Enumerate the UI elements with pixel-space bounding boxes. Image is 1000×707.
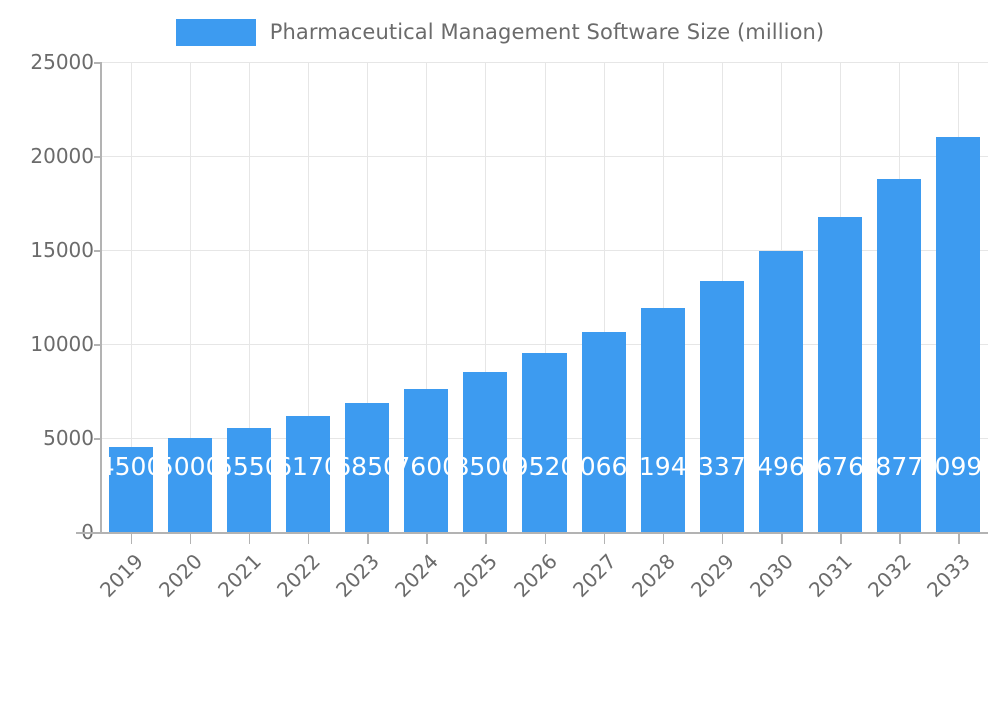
bar-fill	[522, 353, 567, 532]
bar[interactable]: 20990	[936, 137, 981, 532]
gridline-vertical	[426, 62, 428, 532]
x-axis-tick-mark	[781, 532, 783, 544]
bar[interactable]: 4500	[108, 447, 153, 532]
x-axis-tick-mark	[130, 532, 133, 544]
bar-fill	[167, 438, 212, 532]
bar-fill	[759, 250, 804, 532]
bar-chart: Pharmaceutical Management Software Size …	[0, 0, 1000, 602]
bar[interactable]: 8500	[463, 372, 508, 532]
y-axis-spine	[100, 62, 102, 533]
bar[interactable]: 5550	[226, 427, 271, 532]
y-axis-tick-label: 10000	[30, 332, 94, 356]
legend-label: Pharmaceutical Management Software Size …	[269, 20, 825, 44]
bar-fill	[936, 137, 981, 532]
y-axis-tick-mark	[94, 438, 101, 440]
bar-fill	[581, 331, 626, 532]
plot-area: 4500 5000 5550 6170 6850 7600 8500 9520 10660 119…	[101, 62, 988, 533]
y-axis-tick-label: 5000	[43, 426, 94, 450]
bar[interactable]: 6170	[285, 416, 330, 532]
legend-color-swatch	[175, 18, 256, 46]
x-axis-spine	[76, 532, 988, 534]
y-axis: 0 5000 10000 15000 20000 25000	[0, 0, 101, 600]
x-axis-tick-mark	[721, 532, 724, 544]
bar[interactable]: 10660	[581, 331, 626, 532]
x-axis-tick-mark	[307, 532, 310, 544]
gridline-vertical	[189, 62, 191, 532]
gridline-vertical	[662, 62, 664, 532]
bar-fill	[877, 179, 922, 532]
bar-fill	[640, 307, 685, 532]
gridline-vertical	[248, 62, 250, 532]
x-axis-tick-mark	[840, 532, 842, 544]
bar-fill	[463, 372, 508, 532]
x-axis-tick-mark	[248, 532, 251, 544]
y-axis-tick-label: 15000	[30, 238, 94, 262]
bar-fill	[108, 447, 153, 532]
bar[interactable]: 18770	[877, 179, 922, 532]
gridline-vertical	[130, 62, 132, 532]
gridline-vertical	[603, 62, 605, 532]
x-axis-tick-mark	[899, 532, 901, 544]
x-axis-tick-mark	[485, 532, 487, 544]
bar[interactable]: 16760	[818, 216, 863, 532]
x-axis-tick-mark	[367, 532, 369, 544]
x-axis-tick-mark	[662, 532, 665, 544]
chart-legend: Pharmaceutical Management Software Size …	[0, 12, 1000, 52]
gridline-vertical	[367, 62, 369, 532]
bar-fill	[345, 403, 390, 532]
bar[interactable]: 13370	[699, 280, 744, 532]
x-axis-tick-mark	[189, 532, 192, 544]
bar[interactable]: 5000	[167, 438, 212, 532]
bar-fill	[818, 216, 863, 532]
bar[interactable]: 9520	[522, 353, 567, 532]
bar[interactable]: 11940	[640, 307, 685, 532]
y-axis-tick-label: 20000	[30, 144, 94, 168]
bar[interactable]: 14960	[759, 250, 804, 532]
bar-fill	[285, 416, 330, 532]
x-axis-tick-mark	[426, 532, 428, 544]
x-axis-tick-mark	[958, 532, 960, 544]
y-axis-tick-mark	[94, 62, 101, 64]
x-axis-tick-mark	[544, 532, 546, 544]
y-axis-tick-mark	[94, 344, 101, 346]
bar[interactable]: 7600	[404, 389, 449, 532]
x-axis-tick-mark	[603, 532, 606, 544]
gridline-vertical	[307, 62, 309, 532]
bar[interactable]: 6850	[345, 403, 390, 532]
y-axis-tick-label: 25000	[30, 50, 94, 74]
bar-fill	[226, 427, 271, 532]
bar-fill	[699, 280, 744, 532]
y-axis-tick-mark	[94, 156, 101, 158]
gridline-vertical	[544, 62, 546, 532]
bar-fill	[404, 389, 449, 532]
gridline-vertical	[485, 62, 487, 532]
y-axis-tick-mark	[94, 250, 101, 252]
